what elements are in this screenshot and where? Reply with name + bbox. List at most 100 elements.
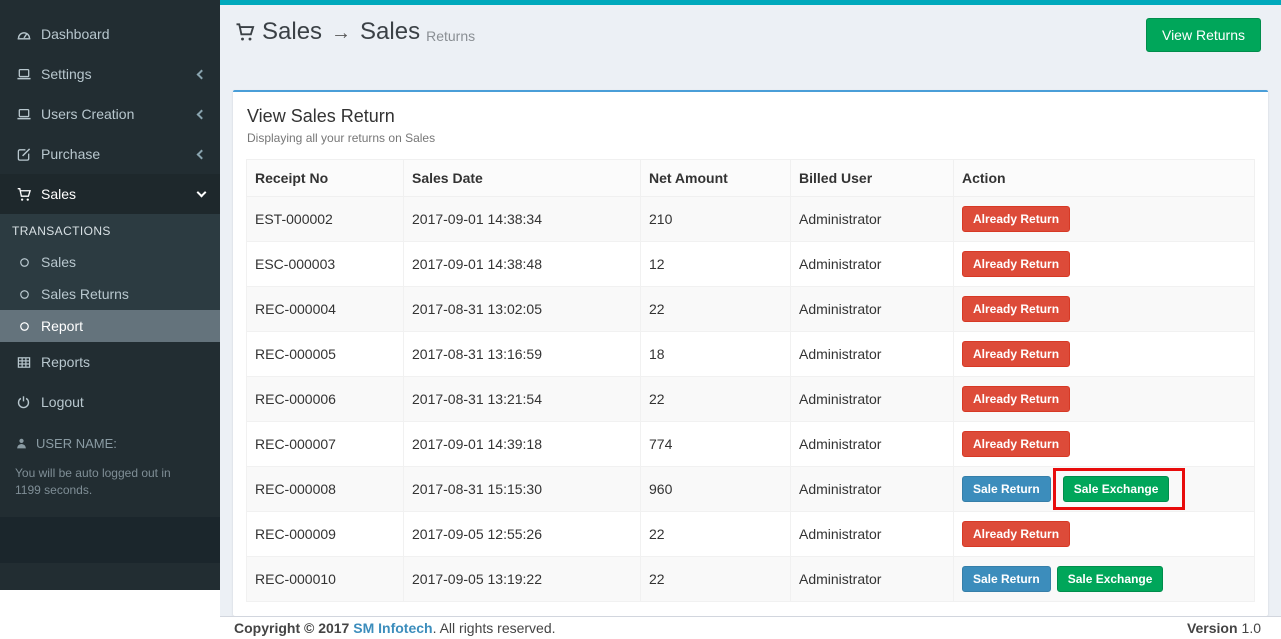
action-cell: Sale Return Sale Exchange [953,555,1255,602]
laptop-icon [15,107,32,122]
highlight-box: Sale Exchange [1052,467,1186,510]
column-header-net-amount: Net Amount [640,158,791,197]
dashboard-icon [15,27,32,42]
table-row: REC-000009 2017-09-05 12:55:26 22 Administr… [246,510,1255,557]
auto-logout-note: You will be auto logged out in 1199 seco… [15,466,171,497]
column-header-action: Action [953,158,1255,197]
sales-date-cell: 2017-08-31 13:16:59 [403,330,641,377]
sidebar-subitem-sales-returns[interactable]: Sales Returns [0,278,220,310]
sidebar-item-label: Dashboard [41,26,110,42]
panel-title: View Sales Return [247,105,395,126]
billed-user-cell: Administrator [790,510,954,557]
action-cell: Already Return [953,330,1255,377]
circle-o-icon [18,319,33,334]
panel-subtitle: Displaying all your returns on Sales [247,130,436,145]
submenu-header: TRANSACTIONS [12,224,111,238]
table-row: REC-000007 2017-09-01 14:39:18 774 Administ… [246,420,1255,467]
cart-icon [234,22,256,42]
table-row: REC-000008 2017-08-31 15:15:30 960 Administ… [246,465,1255,512]
net-amount-cell: 774 [640,420,791,467]
view-returns-button[interactable]: View Returns [1145,17,1261,52]
version-label: Version [1186,619,1238,636]
sales-table-body: EST-000002 2017-09-01 14:38:34 210 Administ… [246,195,1255,602]
net-amount-cell: 22 [640,285,791,332]
sale-return-button[interactable]: Sale Return [962,565,1051,592]
sales-date-cell: 2017-08-31 13:21:54 [403,375,641,422]
sale-return-button[interactable]: Sale Return [962,475,1051,502]
table-row: REC-000006 2017-08-31 13:21:54 22 Administr… [246,375,1255,422]
breadcrumb-page-suffix: Returns [426,27,476,44]
edit-icon [15,147,32,162]
net-amount-cell: 210 [640,195,791,242]
net-amount-cell: 22 [640,555,791,602]
already-button[interactable]: Already Return [962,340,1071,367]
billed-user-cell: Administrator [790,240,954,287]
receipt-no-cell: REC-000007 [246,420,404,467]
chevron-left-icon [196,149,207,159]
version-number: 1.0 [1241,619,1261,636]
receipt-no-cell: REC-000008 [246,465,404,512]
sales-submenu: TRANSACTIONS Sales Sales Returns [0,214,220,342]
sales-date-cell: 2017-08-31 15:15:30 [403,465,641,512]
billed-user-cell: Administrator [790,195,954,242]
copyright-prefix: Copyright © 2017 [234,619,354,636]
sidebar-item-purchase[interactable]: Purchase [0,134,220,174]
sidebar-item-settings[interactable]: Settings [0,54,220,94]
breadcrumb-page: Sales [360,17,421,45]
already-button[interactable]: Already Return [962,295,1071,322]
table-row: ESC-000003 2017-09-01 14:38:48 12 Administr… [246,240,1255,287]
user-icon [15,437,29,451]
billed-user-cell: Administrator [790,285,954,332]
billed-user-cell: Administrator [790,375,954,422]
chevron-left-icon [196,69,207,79]
already-button[interactable]: Already Return [962,250,1071,277]
breadcrumb-arrow-icon: → [331,22,352,45]
sidebar-item-label: Settings [41,66,92,82]
sale-exchange-button[interactable]: Sale Exchange [1062,475,1170,502]
sidebar-subitem-sales[interactable]: Sales [0,246,220,278]
action-cell: Already Return [953,510,1255,557]
top-accent-bar [220,0,1281,5]
sale-exchange-button[interactable]: Sale Exchange [1056,565,1164,592]
billed-user-cell: Administrator [790,465,954,512]
already-button[interactable]: Already Return [962,520,1071,547]
main-content-column: Sales → Sales Returns View Returns View … [220,0,1281,639]
action-cell: Already Return [953,240,1255,287]
sales-date-cell: 2017-09-05 12:55:26 [403,510,641,557]
sidebar-item-label: Users Creation [41,106,135,122]
already-button[interactable]: Already Return [962,430,1071,457]
action-cell: Sale Return Sale Exchange [953,465,1255,512]
sales-date-cell: 2017-09-01 14:39:18 [403,420,641,467]
chevron-left-icon [196,109,207,119]
user-name-label: USER NAME: [36,436,117,451]
sidebar-item-dashboard[interactable]: Dashboard [0,14,220,54]
company-link[interactable]: SM Infotech [353,619,433,636]
receipt-no-cell: REC-000005 [246,330,404,377]
sidebar-item-users-creation[interactable]: Users Creation [0,94,220,134]
sidebar-item-reports[interactable]: Reports [0,342,220,382]
action-cell: Already Return [953,285,1255,332]
sidebar-subitem-label: Sales Returns [41,286,129,302]
already-button[interactable]: Already Return [962,205,1071,232]
table-row: REC-000005 2017-08-31 13:16:59 18 Administr… [246,330,1255,377]
sidebar-item-label: Reports [41,354,91,370]
sidebar-subitem-report[interactable]: Report [0,310,220,342]
table-header-row: Receipt No Sales Date Net Amount Billed … [246,158,1255,197]
action-cell: Already Return [953,375,1255,422]
chevron-down-icon [196,187,207,198]
already-button[interactable]: Already Return [962,385,1071,412]
copyright-suffix: . All rights reserved. [432,619,556,636]
breadcrumb-section: Sales [262,17,323,45]
net-amount-cell: 22 [640,375,791,422]
circle-o-icon [18,287,33,302]
billed-user-cell: Administrator [790,420,954,467]
receipt-no-cell: REC-000006 [246,375,404,422]
receipt-no-cell: REC-000004 [246,285,404,332]
net-amount-cell: 960 [640,465,791,512]
sales-date-cell: 2017-09-05 13:19:22 [403,555,641,602]
sidebar-item-logout[interactable]: Logout [0,382,220,422]
table-row: EST-000002 2017-09-01 14:38:34 210 Administ… [246,195,1255,242]
column-header-receipt-no: Receipt No [246,158,404,197]
sidebar-item-sales[interactable]: Sales [0,174,220,214]
